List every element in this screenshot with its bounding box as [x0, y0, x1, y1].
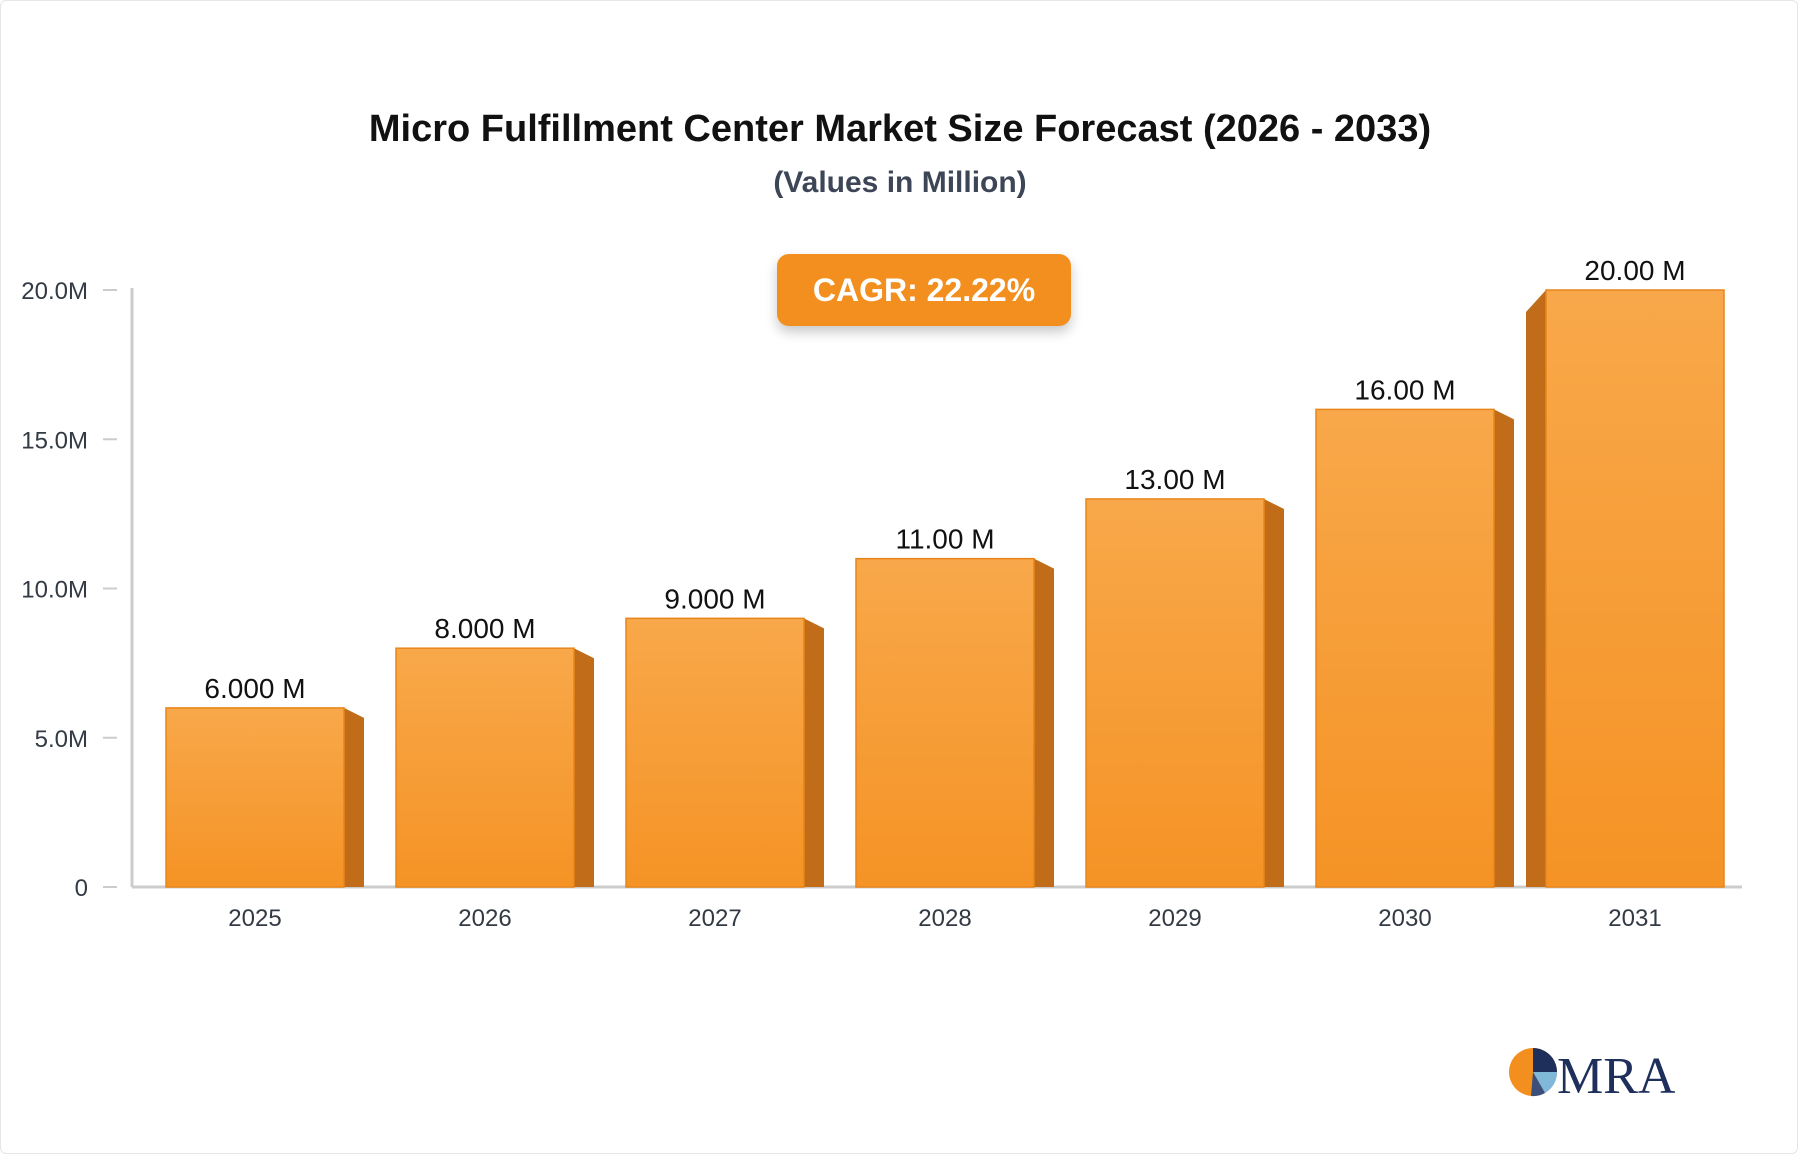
y-tick-label: 5.0M: [35, 726, 88, 753]
chart-labels: 6.000 M 2025 8.000 M 2026 9.000 M 2027 11.00 M…: [204, 255, 1685, 932]
bar-side-2027: [804, 618, 824, 887]
y-tick-label: 20.0M: [21, 278, 88, 305]
bar-2026: [395, 647, 575, 888]
cagr-badge: CAGR: 22.22%: [777, 254, 1071, 326]
bar-2027: [625, 617, 805, 888]
x-tick-label-2028: 2028: [918, 905, 971, 932]
bar-side-2031: [1526, 290, 1546, 887]
bar-side-2029: [1264, 498, 1284, 887]
x-tick-label-2030: 2030: [1378, 905, 1431, 932]
y-tick-label: 0: [75, 875, 88, 902]
y-tick-label: 15.0M: [21, 427, 88, 454]
logo-text: MRA: [1557, 1048, 1676, 1100]
bar-2031: [1545, 289, 1725, 888]
bar-side-2028: [1034, 558, 1054, 887]
bar-side-2030: [1494, 409, 1514, 887]
bar-2030: [1315, 408, 1495, 888]
bar-side-2026: [574, 648, 594, 887]
y-tick-label: 10.0M: [21, 577, 88, 604]
value-label-2030: 16.00 M: [1354, 374, 1455, 405]
x-tick-label-2031: 2031: [1608, 905, 1661, 932]
x-tick-label-2027: 2027: [688, 905, 741, 932]
value-label-2028: 11.00 M: [895, 524, 994, 555]
chart-subtitle: (Values in Million): [773, 166, 1027, 199]
x-tick-label-2026: 2026: [458, 905, 511, 932]
bar-2028: [855, 557, 1035, 888]
bar-2025: [165, 707, 345, 888]
bar-2029: [1085, 498, 1265, 888]
pie-logo-icon: [1509, 1048, 1558, 1097]
value-label-2025: 6.000 M: [204, 673, 305, 704]
value-label-2027: 9.000 M: [664, 583, 765, 614]
chart-title: Micro Fulfillment Center Market Size For…: [368, 108, 1432, 150]
x-tick-label-2025: 2025: [228, 905, 281, 932]
x-tick-label-2029: 2029: [1148, 905, 1201, 932]
value-label-2031: 20.00 M: [1584, 255, 1685, 286]
value-label-2029: 13.00 M: [1124, 464, 1225, 495]
mra-logo: MRA: [1509, 1048, 1676, 1100]
cagr-label: CAGR: 22.22%: [812, 271, 1036, 308]
chart-bars: [165, 289, 1725, 888]
bar-side-2025: [344, 707, 364, 887]
value-label-2026: 8.000 M: [434, 613, 535, 644]
